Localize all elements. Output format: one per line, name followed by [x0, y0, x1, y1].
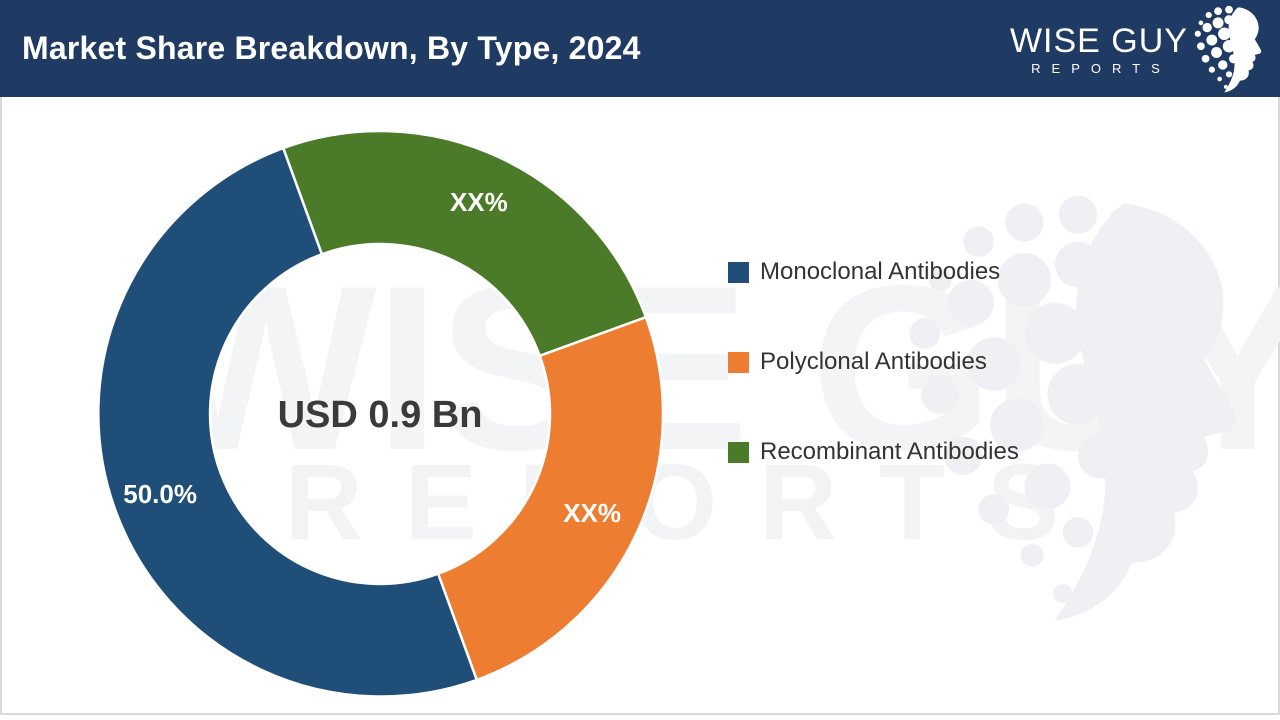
logo-wordmark: WISE GUY: [1009, 21, 1188, 60]
legend-label: Polyclonal Antibodies: [760, 348, 987, 375]
pie-slice-monoclonal-antibodies: [97, 146, 479, 698]
header-bar: Market Share Breakdown, By Type, 2024 WI…: [0, 0, 1280, 97]
donut-slices: [97, 129, 665, 698]
logo-head-icon: [1194, 5, 1262, 93]
legend-label: Monoclonal Antibodies: [760, 258, 1001, 285]
donut-chart: XX% XX% 50.0% USD 0.9 Bn: [97, 129, 665, 698]
wise-guy-logo: WISE GUY REPORTS: [1010, 4, 1268, 94]
legend-swatch-polyclonal: [728, 351, 749, 373]
slice-label-polyclonal-antibodies: XX%: [563, 498, 621, 528]
pie-slice-recombinant-antibodies: [281, 129, 648, 358]
legend-label: Recombinant Antibodies: [760, 438, 1019, 465]
legend-swatch-monoclonal: [728, 261, 749, 283]
legend-swatch-recombinant: [728, 441, 749, 463]
slice-label-monoclonal-antibodies: 50.0%: [123, 479, 197, 509]
pie-slice-polyclonal-antibodies: [436, 315, 665, 682]
donut-center-label: USD 0.9 Bn: [278, 394, 483, 436]
slice-label-recombinant-antibodies: XX%: [450, 187, 508, 217]
logo-subtitle: REPORTS: [1031, 60, 1171, 76]
page-title: Market Share Breakdown, By Type, 2024: [22, 30, 641, 66]
legend-item-monoclonal-antibodies: Monoclonal Antibodies: [728, 258, 1019, 285]
legend-item-polyclonal-antibodies: Polyclonal Antibodies: [728, 348, 1019, 375]
chart-legend: Monoclonal Antibodies Polyclonal Antibod…: [728, 258, 1019, 465]
legend-item-recombinant-antibodies: Recombinant Antibodies: [728, 438, 1019, 465]
watermark-subtitle: REPORTS: [285, 441, 1102, 562]
logo-text: WISE GUY REPORTS: [1010, 24, 1188, 75]
donut-slice-labels: XX% XX% 50.0%: [123, 187, 621, 528]
